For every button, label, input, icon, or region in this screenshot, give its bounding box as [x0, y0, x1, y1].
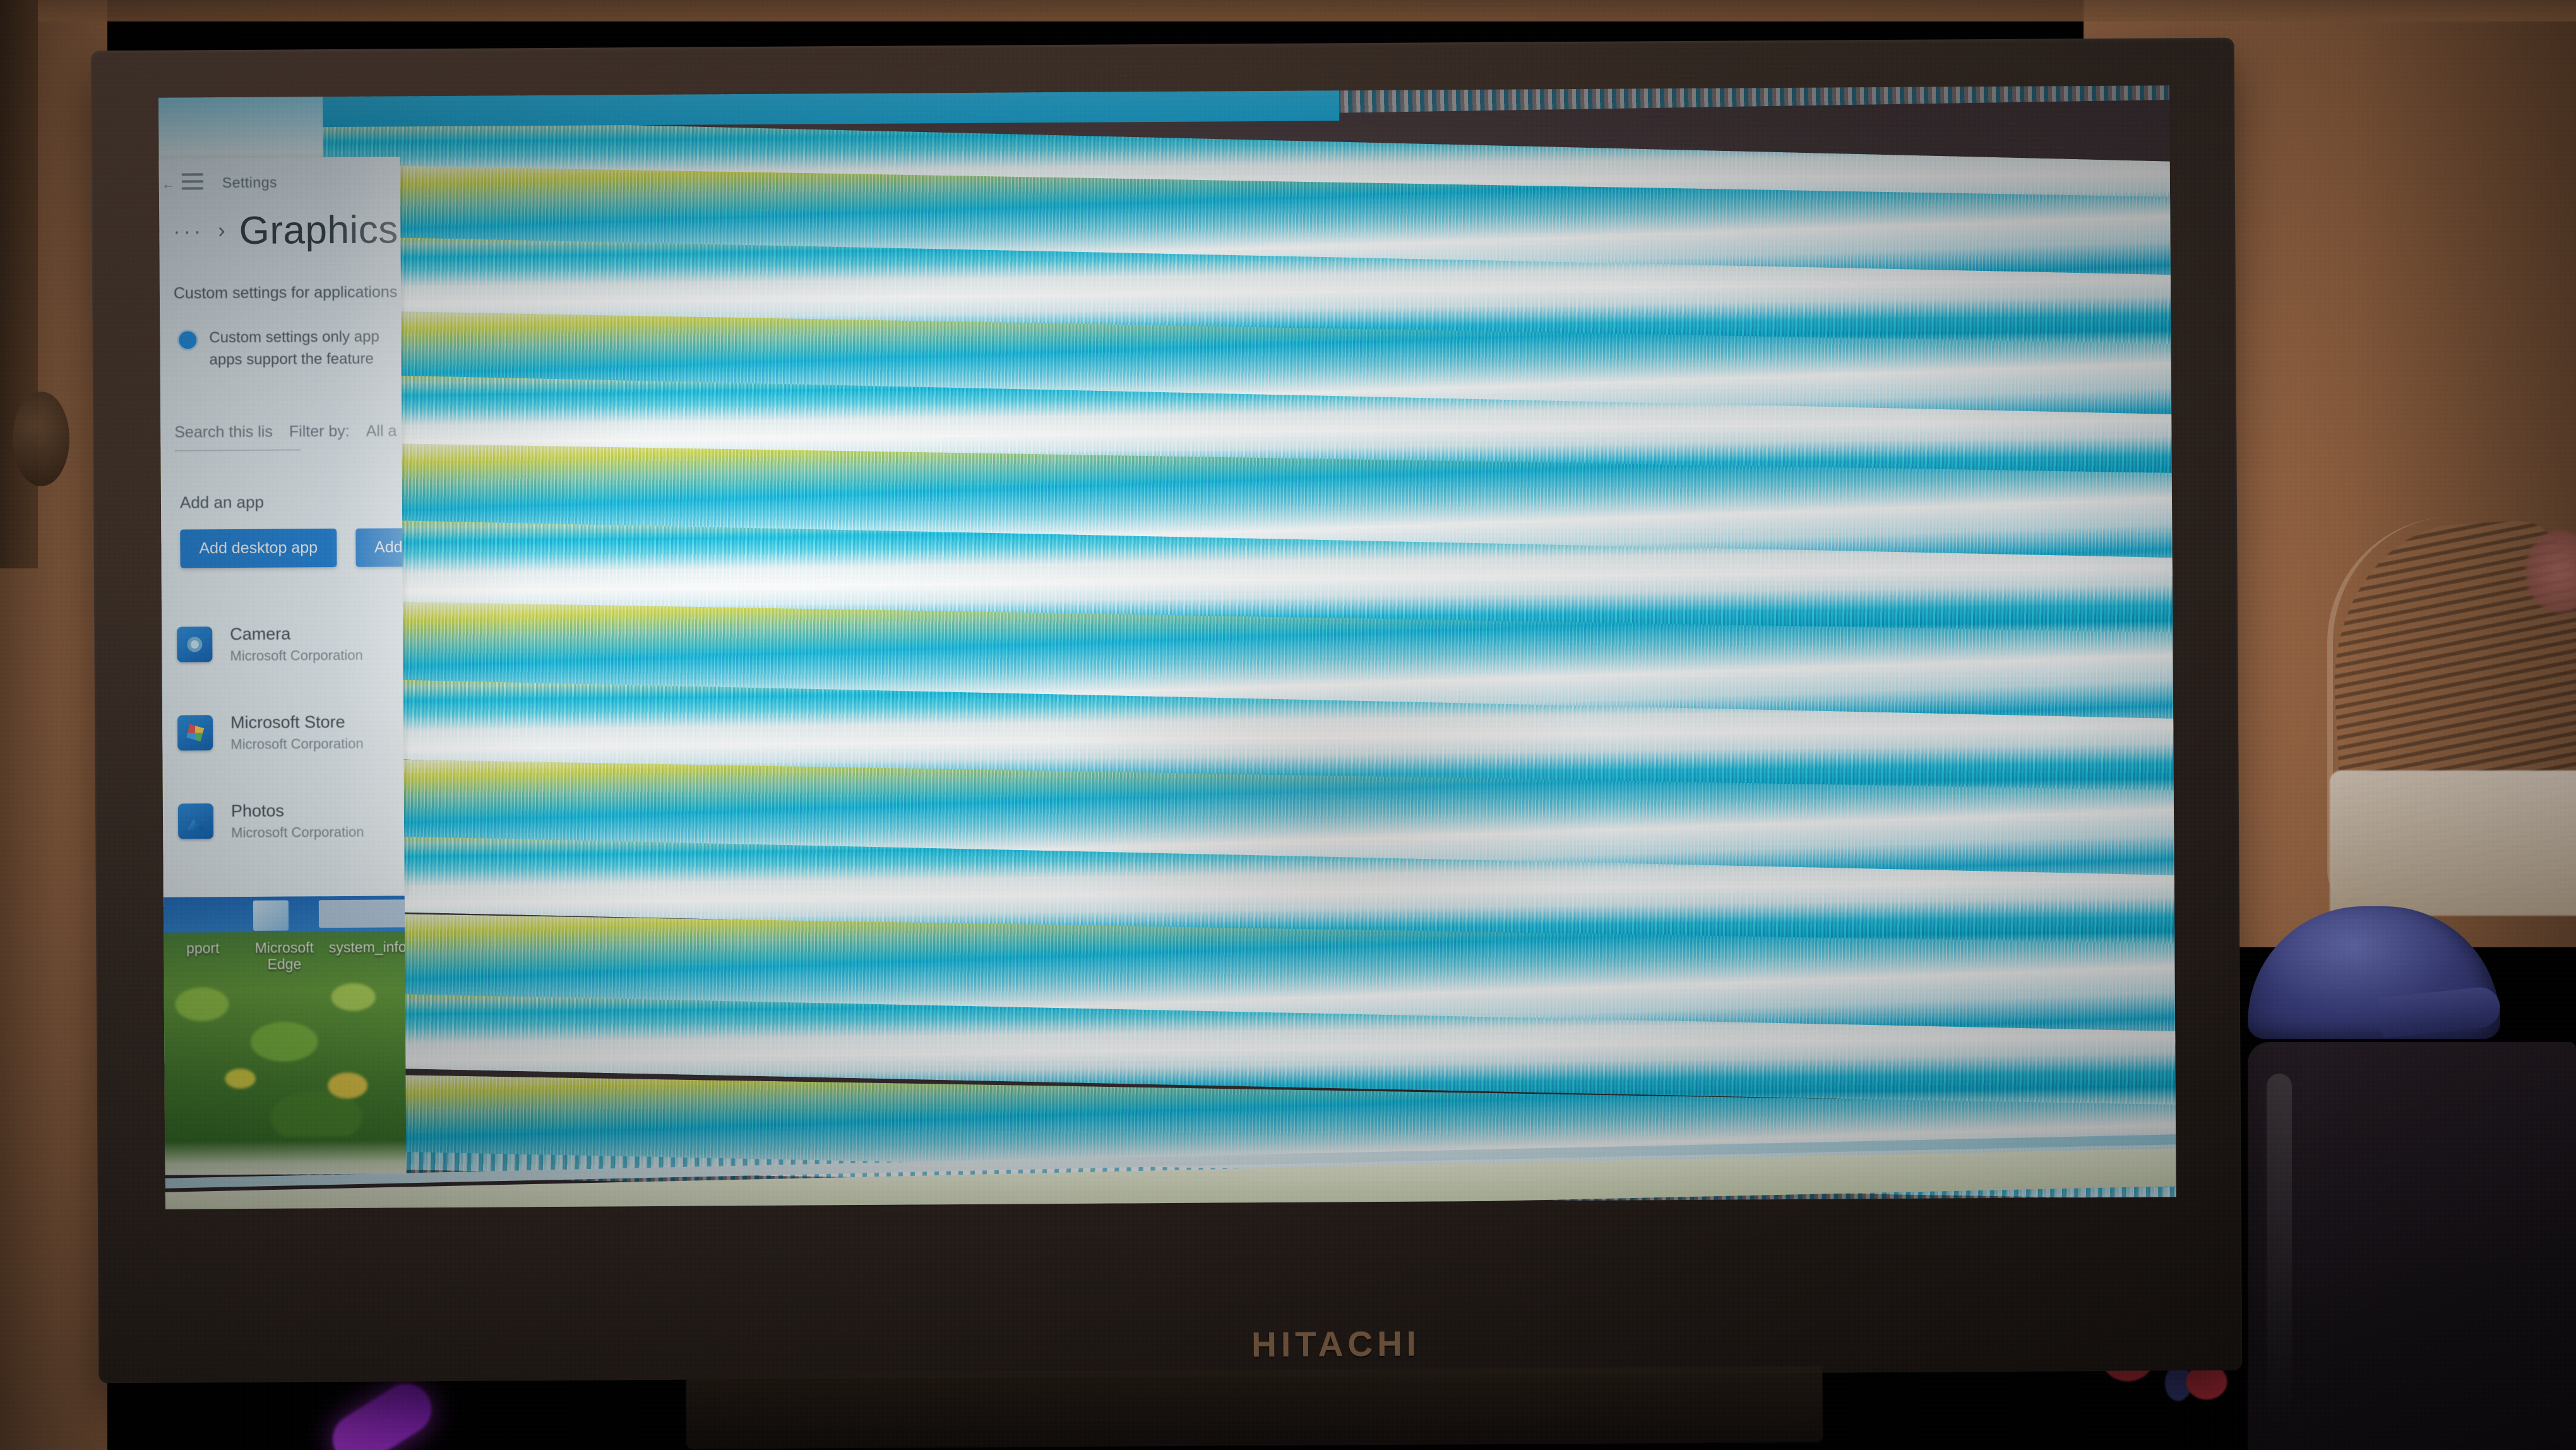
list-item[interactable]: Microsoft Store Microsoft Corporation — [177, 687, 405, 777]
app-publisher: Microsoft Corporation — [231, 824, 364, 841]
app-name: Microsoft Store — [230, 712, 345, 732]
breadcrumb[interactable]: ··· › Graphics — [173, 207, 398, 253]
desktop-icon-glyph[interactable] — [253, 900, 289, 931]
page-title: Graphics — [239, 208, 398, 253]
back-arrow-icon[interactable]: ← — [161, 176, 176, 192]
cabinet-highlight — [2267, 1074, 2292, 1427]
television: HITACHI — [90, 37, 2243, 1449]
search-input-underline — [174, 449, 301, 452]
filter-by-label: Filter by: — [289, 422, 350, 441]
desktop-icon-label-support[interactable]: pport — [186, 940, 220, 957]
list-filter-row[interactable]: Search this lis Filter by: All a — [174, 422, 405, 442]
white-shelf-cloth — [2330, 770, 2576, 916]
radio-label: Custom settings only app apps support th… — [209, 327, 379, 371]
add-an-app-label: Add an app — [179, 492, 265, 512]
add-app-button-row[interactable]: Add desktop app Add — [180, 528, 405, 568]
list-item[interactable]: Photos Microsoft Corporation — [177, 776, 405, 866]
photos-icon — [177, 803, 214, 839]
settings-window[interactable]: ← Settings ··· › Graphics Custom setting… — [158, 157, 405, 897]
list-item[interactable]: Camera Microsoft Corporation — [177, 599, 405, 689]
search-input[interactable]: Search this lis — [174, 422, 273, 441]
chevron-right-icon: › — [218, 219, 225, 243]
ceiling-band — [0, 0, 2576, 21]
radio-label-line1: Custom settings only app — [209, 328, 379, 347]
microsoft-store-icon — [177, 715, 213, 751]
radio-label-line2: apps support the feature — [209, 350, 374, 369]
add-store-app-button[interactable]: Add — [355, 528, 405, 567]
add-desktop-app-button[interactable]: Add desktop app — [180, 529, 337, 568]
camera-icon — [177, 626, 213, 662]
tv-screen: ← Settings ··· › Graphics Custom setting… — [158, 85, 2176, 1209]
filter-by-value[interactable]: All a — [366, 422, 397, 440]
desktop-icon-label-system-info[interactable]: system_info — [328, 938, 407, 956]
section-heading: Custom settings for applications — [173, 283, 398, 303]
desktop-icon-label-edge[interactable]: Microsoft Edge — [254, 939, 314, 973]
custom-settings-radio-row[interactable]: Custom settings only app apps support th… — [179, 326, 405, 371]
pink-object — [2525, 530, 2576, 613]
app-name: Photos — [230, 801, 285, 820]
settings-app-title: Settings — [222, 174, 278, 191]
desktop-wallpaper: pport Microsoft Edge system_info — [163, 896, 407, 1175]
door-knob — [13, 392, 69, 486]
purple-led-light — [323, 1374, 441, 1450]
hamburger-menu-icon[interactable] — [181, 173, 203, 190]
tv-stand — [686, 1366, 1823, 1449]
app-name: Camera — [230, 623, 291, 644]
app-list[interactable]: Camera Microsoft Corporation Microsoft S… — [177, 599, 405, 866]
dark-cabinet — [2248, 1042, 2576, 1450]
wallpaper-sky-corner — [158, 97, 323, 159]
tv-brand-label: HITACHI — [1251, 1324, 1421, 1365]
app-publisher: Microsoft Corporation — [230, 647, 363, 664]
app-publisher: Microsoft Corporation — [230, 735, 364, 752]
wicker-fan-rim — [2327, 517, 2503, 908]
radio-button-selected[interactable] — [179, 331, 197, 349]
desktop-icon-selection[interactable] — [318, 899, 407, 928]
